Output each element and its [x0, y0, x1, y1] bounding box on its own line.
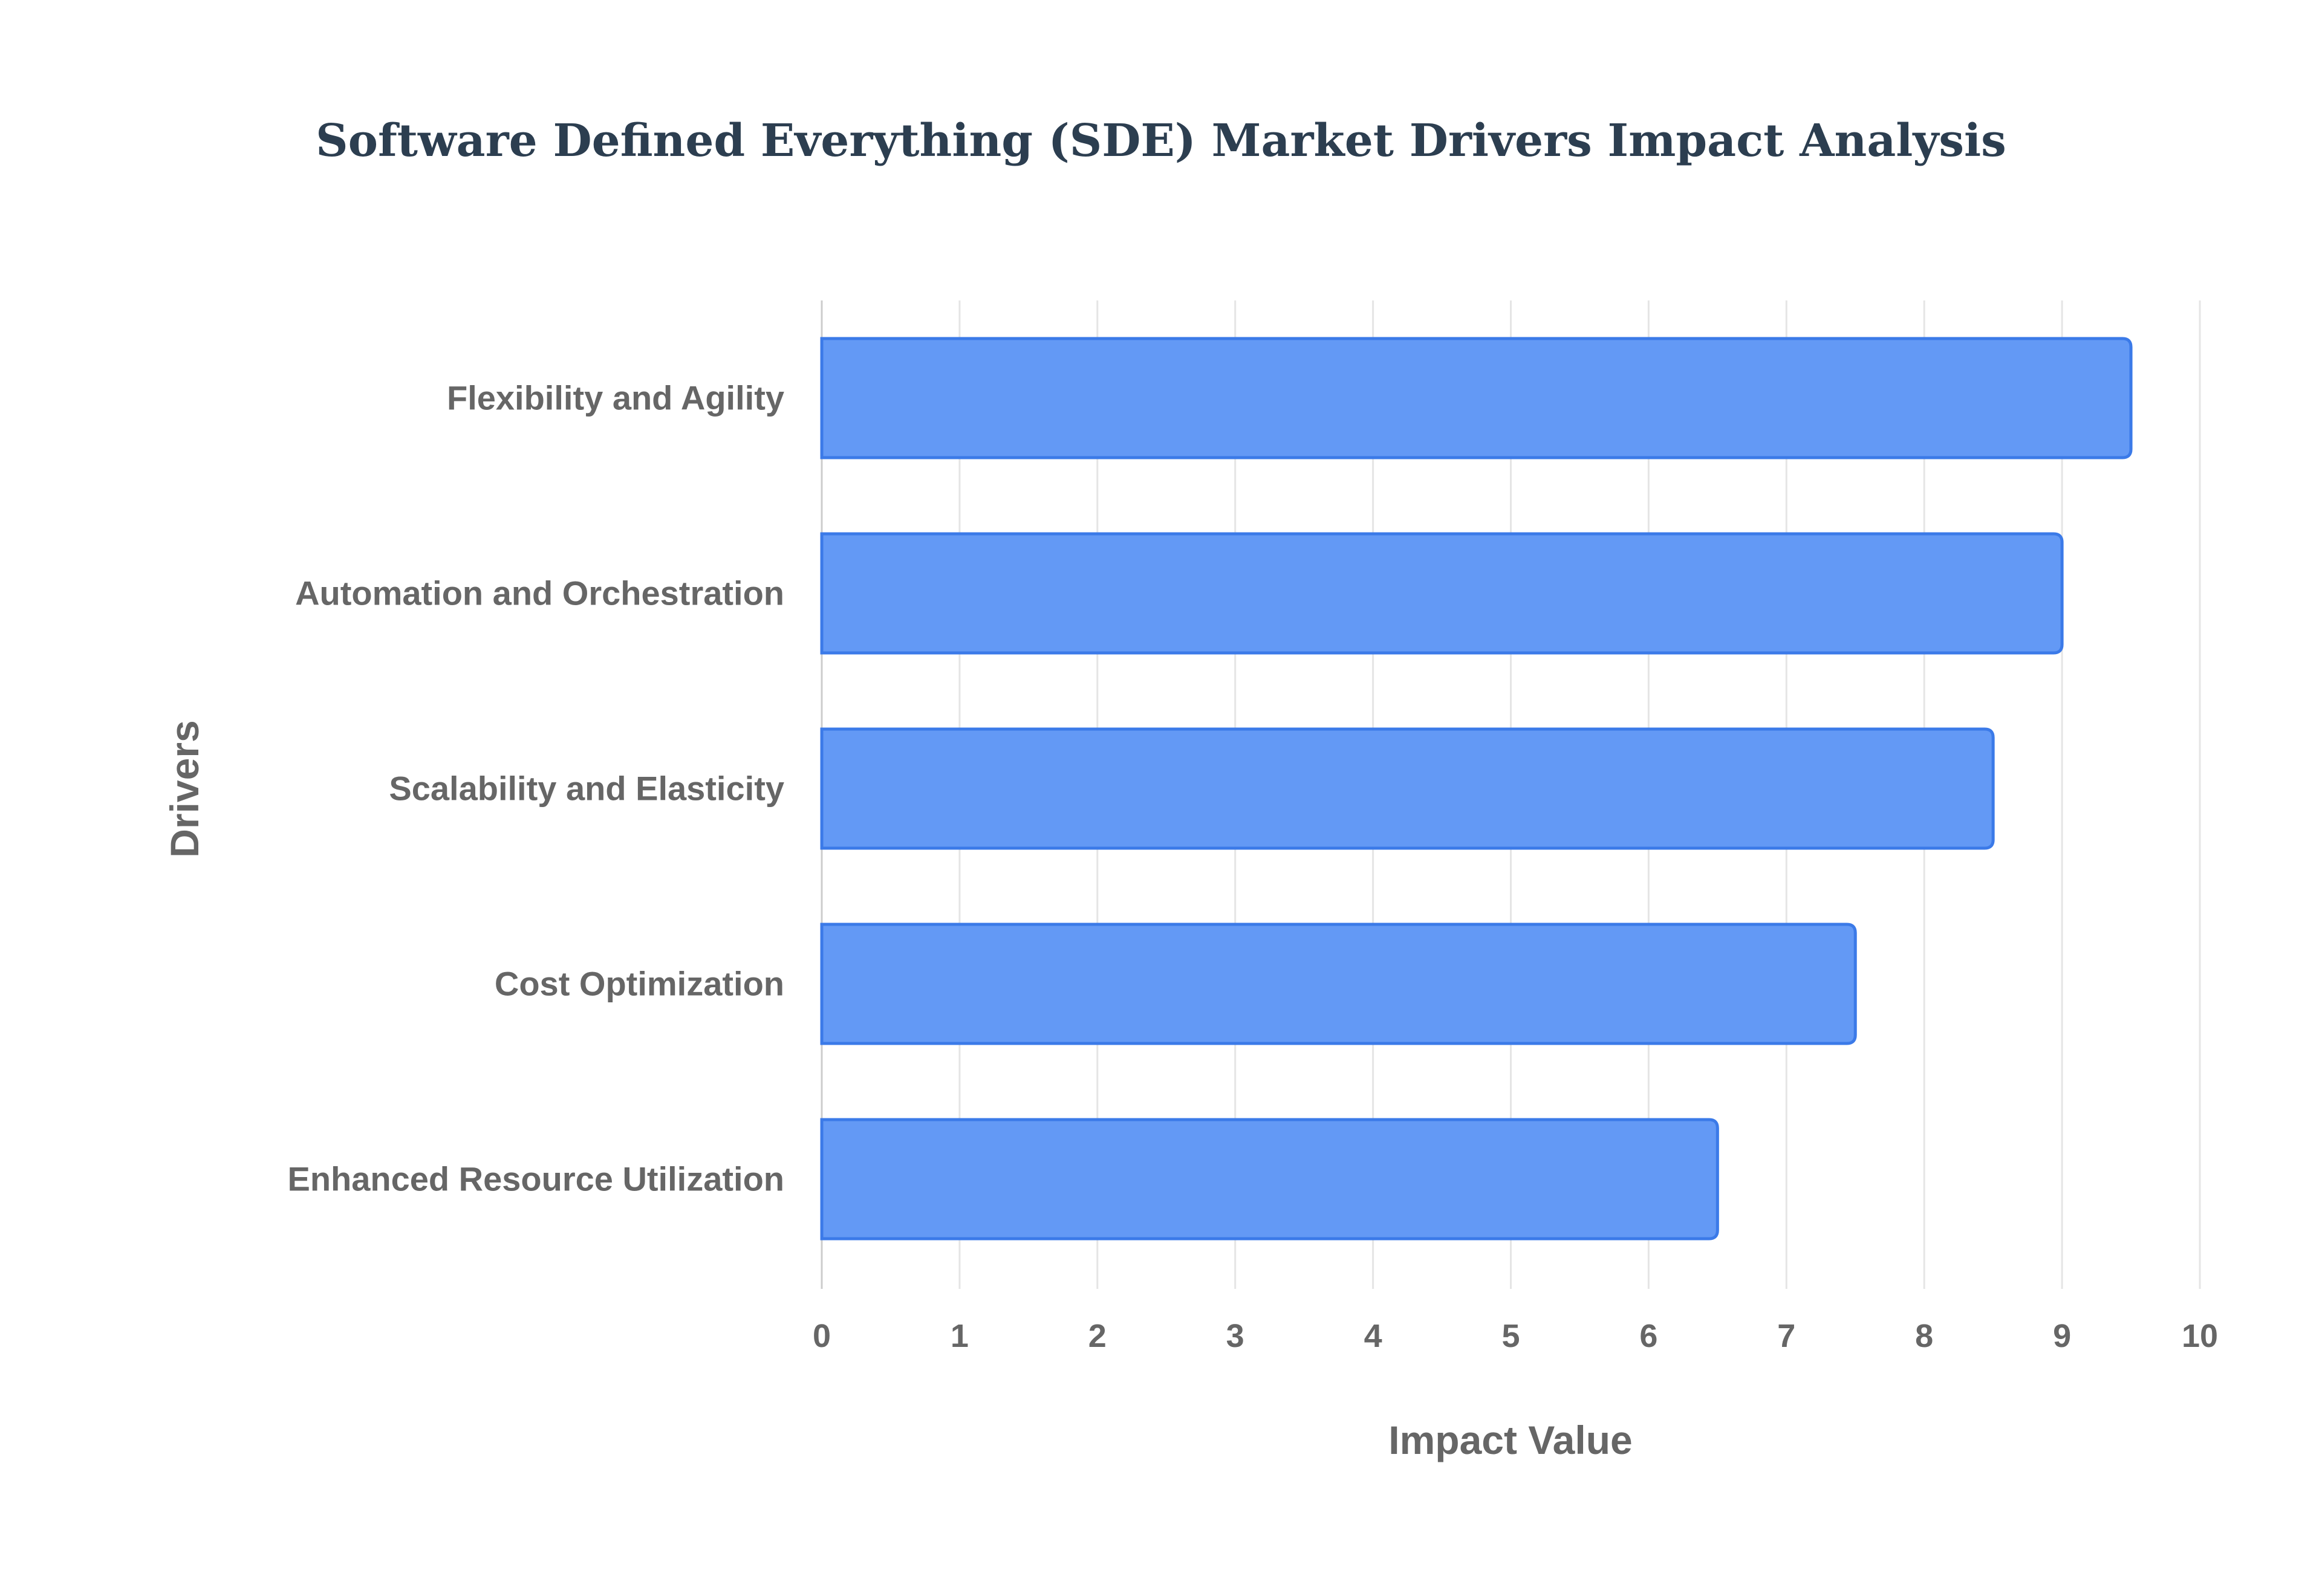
category-label: Automation and Orchestration — [295, 574, 784, 612]
x-tick-label: 9 — [2053, 1318, 2071, 1354]
x-axis-title: Impact Value — [1388, 1418, 1633, 1462]
x-tick-label: 3 — [1226, 1318, 1244, 1354]
x-tick-label: 8 — [1915, 1318, 1933, 1354]
x-tick-label: 5 — [1501, 1318, 1520, 1354]
category-label: Enhanced Resource Utilization — [288, 1160, 785, 1198]
bar-scalability-and-elasticity[interactable] — [820, 727, 1995, 850]
bars — [820, 337, 2133, 1241]
bar-cost-optimization[interactable] — [820, 923, 1857, 1045]
x-tick-label: 7 — [1777, 1318, 1795, 1354]
bar-flexibility-and-agility[interactable] — [820, 337, 2133, 459]
x-tick-label: 6 — [1639, 1318, 1657, 1354]
category-label: Flexibility and Agility — [447, 379, 784, 417]
chart-title: Software Defined Everything (SDE) Market… — [316, 115, 2006, 167]
y-axis-title: Drivers — [162, 720, 207, 858]
category-label: Scalability and Elasticity — [389, 770, 784, 808]
bar-automation-and-orchestration[interactable] — [820, 532, 2064, 655]
y-category-labels: Flexibility and Agility Automation and Or… — [288, 379, 785, 1198]
x-tick-labels: 0 1 2 3 4 5 6 7 8 9 10 — [813, 1318, 2218, 1354]
x-tick-label: 2 — [1088, 1318, 1107, 1354]
bar-enhanced-resource-utilization[interactable] — [820, 1118, 1719, 1241]
x-tick-label: 0 — [813, 1318, 831, 1354]
x-tick-label: 1 — [951, 1318, 969, 1354]
x-tick-label: 10 — [2182, 1318, 2218, 1354]
x-tick-label: 4 — [1364, 1318, 1382, 1354]
category-label: Cost Optimization — [495, 965, 784, 1003]
